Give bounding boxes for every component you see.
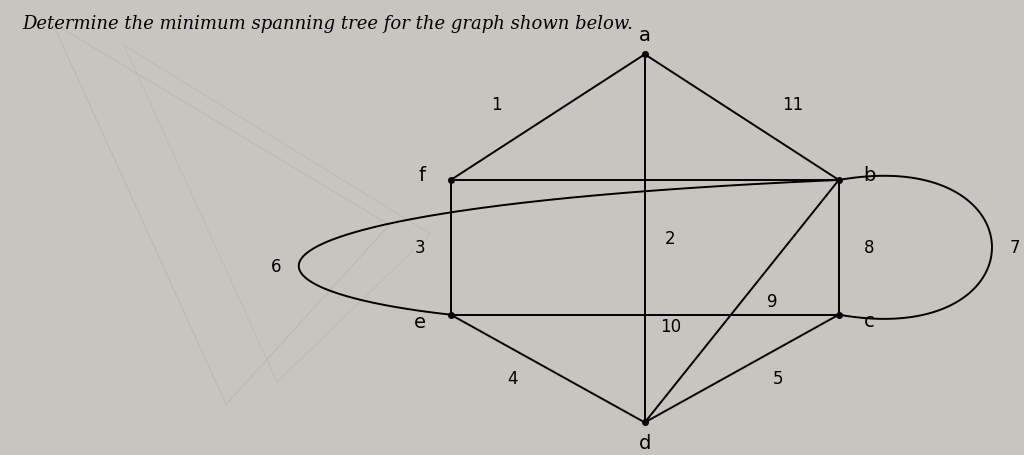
Text: 5: 5 <box>772 369 782 388</box>
Text: 8: 8 <box>864 239 874 257</box>
Text: 6: 6 <box>271 258 282 275</box>
Text: 3: 3 <box>415 239 425 257</box>
Text: d: d <box>639 433 651 452</box>
Text: e: e <box>414 312 426 331</box>
Text: 9: 9 <box>767 293 777 310</box>
Text: 2: 2 <box>665 230 676 248</box>
Text: Determine the minimum spanning tree for the graph shown below.: Determine the minimum spanning tree for … <box>22 15 633 33</box>
Text: 7: 7 <box>1010 238 1020 257</box>
Text: f: f <box>419 166 426 185</box>
Text: a: a <box>639 25 650 45</box>
Text: 4: 4 <box>507 369 517 388</box>
Text: b: b <box>863 166 876 185</box>
Text: 10: 10 <box>659 317 681 335</box>
Text: 1: 1 <box>492 96 502 113</box>
Text: c: c <box>864 311 874 330</box>
Text: 11: 11 <box>782 96 804 113</box>
